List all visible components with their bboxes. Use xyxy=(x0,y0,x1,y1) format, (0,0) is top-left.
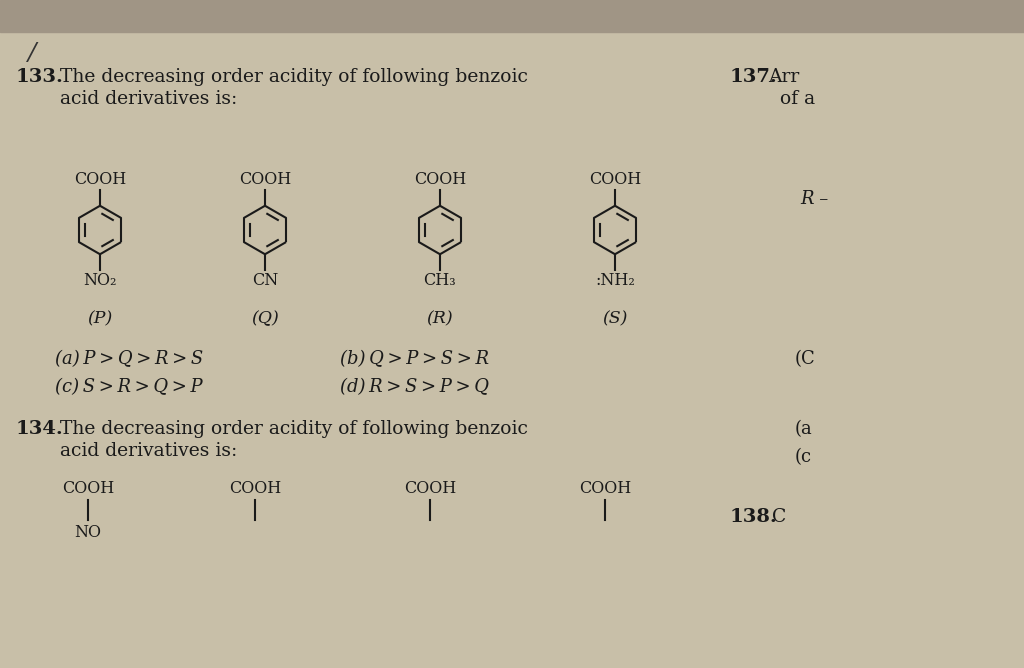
Text: Arr: Arr xyxy=(768,68,800,86)
Text: NO₂: NO₂ xyxy=(83,273,117,289)
Text: C: C xyxy=(772,508,786,526)
Text: 138.: 138. xyxy=(730,508,778,526)
Text: COOH: COOH xyxy=(579,480,631,497)
Text: (a: (a xyxy=(795,420,813,438)
Text: 134.: 134. xyxy=(16,420,63,438)
Text: (c) S > R > Q > P: (c) S > R > Q > P xyxy=(55,378,203,396)
Text: R –: R – xyxy=(800,190,828,208)
Text: (b) Q > P > S > R: (b) Q > P > S > R xyxy=(340,350,489,368)
Text: COOH: COOH xyxy=(403,480,456,497)
Text: COOH: COOH xyxy=(61,480,114,497)
Bar xyxy=(0,0,1024,32)
Text: The decreasing order acidity of following benzoic: The decreasing order acidity of followin… xyxy=(60,68,528,86)
Text: :NH₂: :NH₂ xyxy=(595,273,635,289)
Text: CN: CN xyxy=(252,273,279,289)
Text: 137.: 137. xyxy=(730,68,778,86)
Text: (d) R > S > P > Q: (d) R > S > P > Q xyxy=(340,378,489,396)
Text: COOH: COOH xyxy=(229,480,282,497)
Text: CH₃: CH₃ xyxy=(424,273,457,289)
Text: The decreasing order acidity of following benzoic: The decreasing order acidity of followin… xyxy=(60,420,528,438)
Text: (P): (P) xyxy=(87,310,113,327)
Text: 133.: 133. xyxy=(16,68,63,86)
Text: (C: (C xyxy=(795,350,816,368)
Text: COOH: COOH xyxy=(589,171,641,188)
Text: (a) P > Q > R > S: (a) P > Q > R > S xyxy=(55,350,203,368)
Text: COOH: COOH xyxy=(414,171,466,188)
Text: (Q): (Q) xyxy=(251,310,279,327)
Text: NO: NO xyxy=(75,524,101,541)
Text: (R): (R) xyxy=(427,310,454,327)
Text: acid derivatives is:: acid derivatives is: xyxy=(60,90,238,108)
Text: (S): (S) xyxy=(602,310,628,327)
Text: COOH: COOH xyxy=(239,171,291,188)
Text: COOH: COOH xyxy=(74,171,126,188)
Text: of a: of a xyxy=(780,90,815,108)
Text: /: / xyxy=(28,42,36,65)
Text: acid derivatives is:: acid derivatives is: xyxy=(60,442,238,460)
Text: (c: (c xyxy=(795,448,812,466)
